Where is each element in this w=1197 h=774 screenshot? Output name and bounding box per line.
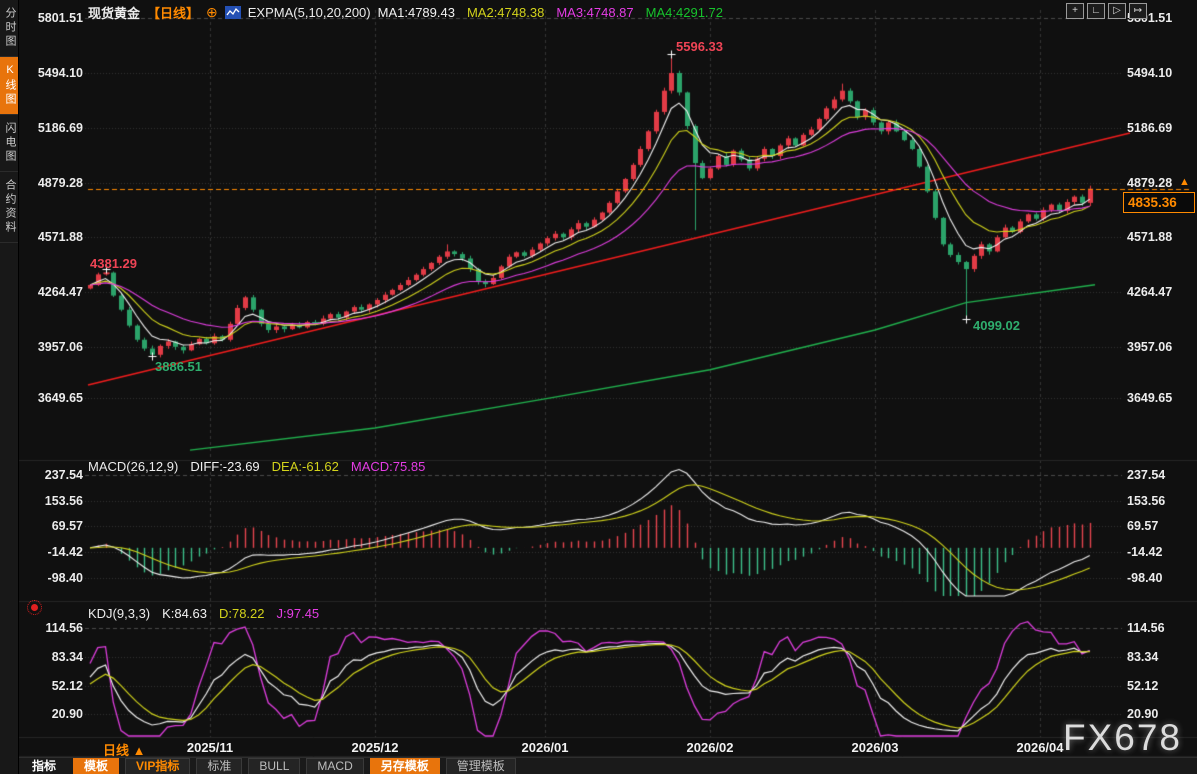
- axis-label: 3649.65: [37, 391, 83, 405]
- axis-label: -14.42: [1127, 545, 1163, 559]
- macd-value: DEA:-61.62: [271, 459, 339, 474]
- sidebar-item-contract-info[interactable]: 合约资料: [0, 172, 18, 243]
- date-label: 2025/12: [351, 740, 399, 755]
- axis-label: 83.34: [51, 650, 83, 664]
- macd-value: DIFF:-23.69: [190, 459, 260, 474]
- axis-label: 20.90: [51, 707, 83, 721]
- axes-play-icon[interactable]: ▷: [1108, 3, 1126, 19]
- axis-label: 4571.88: [1127, 230, 1173, 244]
- kdj-value: K:84.63: [162, 606, 207, 621]
- axis-label: 5801.51: [37, 11, 83, 25]
- tab-macd[interactable]: MACD: [306, 758, 364, 774]
- indicator-name: EXPMA(5,10,20,200): [247, 4, 371, 20]
- axis-label: 4264.47: [1127, 285, 1173, 299]
- ma-value: MA2:4748.38: [466, 4, 545, 20]
- tab-save-template[interactable]: 另存模板: [369, 758, 440, 774]
- kdj-value: D:78.22: [218, 606, 265, 621]
- kdj-value: J:97.45: [276, 606, 320, 621]
- axis-label: 5186.69: [37, 121, 83, 135]
- kdj-panel-header: KDJ(9,3,3) K:84.63 D:78.22 J:97.45: [88, 606, 319, 621]
- bottom-tab-bar: 指标 模板 VIP指标 标准 BULL MACD 另存模板 管理模板: [19, 757, 1197, 774]
- axis-label: 4571.88: [37, 230, 83, 244]
- tab-vip-indicator[interactable]: VIP指标: [125, 758, 191, 774]
- time-axis: 日线 ▲ 2025/11 2025/12 2026/01 2026/02 2026/03…: [0, 738, 1197, 758]
- axis-label: 237.54: [1127, 468, 1166, 482]
- axis-label: 20.90: [1127, 707, 1159, 721]
- chart-toolbar: + ∟ ▷ ↦: [1066, 3, 1147, 19]
- ma-value: MA1:4789.43: [377, 4, 455, 20]
- axis-label: 153.56: [44, 494, 83, 508]
- axis-label: 83.34: [1127, 650, 1159, 664]
- date-label: 2026/01: [521, 740, 569, 755]
- axis-label: 3957.06: [1127, 340, 1173, 354]
- axis-label: 114.56: [1127, 621, 1165, 635]
- sidebar-item-kline-chart[interactable]: K线图: [0, 57, 18, 115]
- low-annotation: 3886.51: [155, 359, 202, 374]
- axis-label: 153.56: [1127, 494, 1166, 508]
- kdj-values: K:84.63 D:78.22 J:97.45: [162, 606, 319, 621]
- axis-label: 4264.47: [37, 285, 83, 299]
- axis-label: 3957.06: [37, 340, 83, 354]
- date-label: 2026/04: [1016, 740, 1064, 755]
- tab-bull[interactable]: BULL: [248, 758, 301, 774]
- axis-label: 4879.28: [1127, 176, 1173, 190]
- period-tag: 【日线】: [147, 5, 200, 21]
- pop-out-icon[interactable]: ↦: [1129, 3, 1147, 19]
- axis-label: -14.42: [47, 545, 83, 559]
- tab-indicator[interactable]: 指标: [21, 758, 68, 774]
- tab-standard[interactable]: 标准: [196, 758, 243, 774]
- chart-header: 现货黄金 【日线】 ⊕ EXPMA(5,10,20,200) MA1:4789.…: [88, 3, 723, 21]
- axis-label: -98.40: [1127, 571, 1163, 585]
- ma-values: MA1:4789.43 MA2:4748.38 MA3:4748.87 MA4:429…: [378, 5, 723, 20]
- axes-chart-icon[interactable]: ∟: [1087, 3, 1105, 19]
- date-label: 2026/03: [851, 740, 899, 755]
- axis-label: 69.57: [51, 519, 83, 533]
- high-annotation: 4381.29: [90, 256, 137, 271]
- macd-title: MACD(26,12,9): [88, 459, 179, 474]
- axis-label: 69.57: [1127, 519, 1159, 533]
- axis-label: 237.54: [44, 468, 83, 482]
- alarm-dot-icon: [27, 600, 42, 615]
- last-price-tag: 4835.36: [1123, 192, 1195, 213]
- tab-manage-template[interactable]: 管理模板: [445, 758, 516, 774]
- axis-label: 5494.10: [1127, 66, 1173, 80]
- macd-values: DIFF:-23.69 DEA:-61.62 MACD:75.85: [190, 459, 425, 474]
- date-label: 2026/02: [686, 740, 734, 755]
- pan-crosshair-icon[interactable]: +: [1066, 3, 1084, 19]
- price-up-arrow-icon: ▲: [1179, 176, 1190, 188]
- high-annotation: 5596.33: [676, 39, 723, 54]
- sidebar-item-flash-chart[interactable]: 闪电图: [0, 115, 18, 172]
- axis-label: -98.40: [47, 571, 83, 585]
- axis-label: 114.56: [45, 621, 83, 635]
- tab-template[interactable]: 模板: [73, 758, 120, 774]
- axis-label: 4879.28: [37, 176, 83, 190]
- axis-label: 52.12: [1127, 679, 1159, 693]
- low-annotation: 4099.02: [973, 318, 1020, 333]
- macd-value: MACD:75.85: [350, 459, 426, 474]
- macd-panel-header: MACD(26,12,9) DIFF:-23.69 DEA:-61.62 MACD:…: [88, 459, 425, 474]
- symbol-name: 现货黄金: [88, 5, 141, 21]
- kdj-title: KDJ(9,3,3): [88, 606, 151, 621]
- axis-label: 5494.10: [37, 66, 83, 80]
- axis-label: 52.12: [51, 679, 83, 693]
- sidebar-item-time-chart[interactable]: 分时图: [0, 0, 18, 57]
- period-selector[interactable]: 日线 ▲: [103, 743, 146, 758]
- axis-label: 3649.65: [1127, 391, 1173, 405]
- ma-value: MA3:4748.87: [556, 4, 634, 20]
- add-indicator-icon[interactable]: ⊕: [206, 3, 218, 20]
- axis-label: 5186.69: [1127, 121, 1173, 135]
- date-label: 2025/11: [186, 740, 234, 755]
- chart-type-sidebar: 分时图 K线图 闪电图 合约资料: [0, 0, 19, 774]
- fx678-watermark: FX678: [1063, 717, 1183, 758]
- ma-value: MA4:4291.72: [645, 4, 723, 20]
- expma-indicator-icon[interactable]: [224, 5, 241, 19]
